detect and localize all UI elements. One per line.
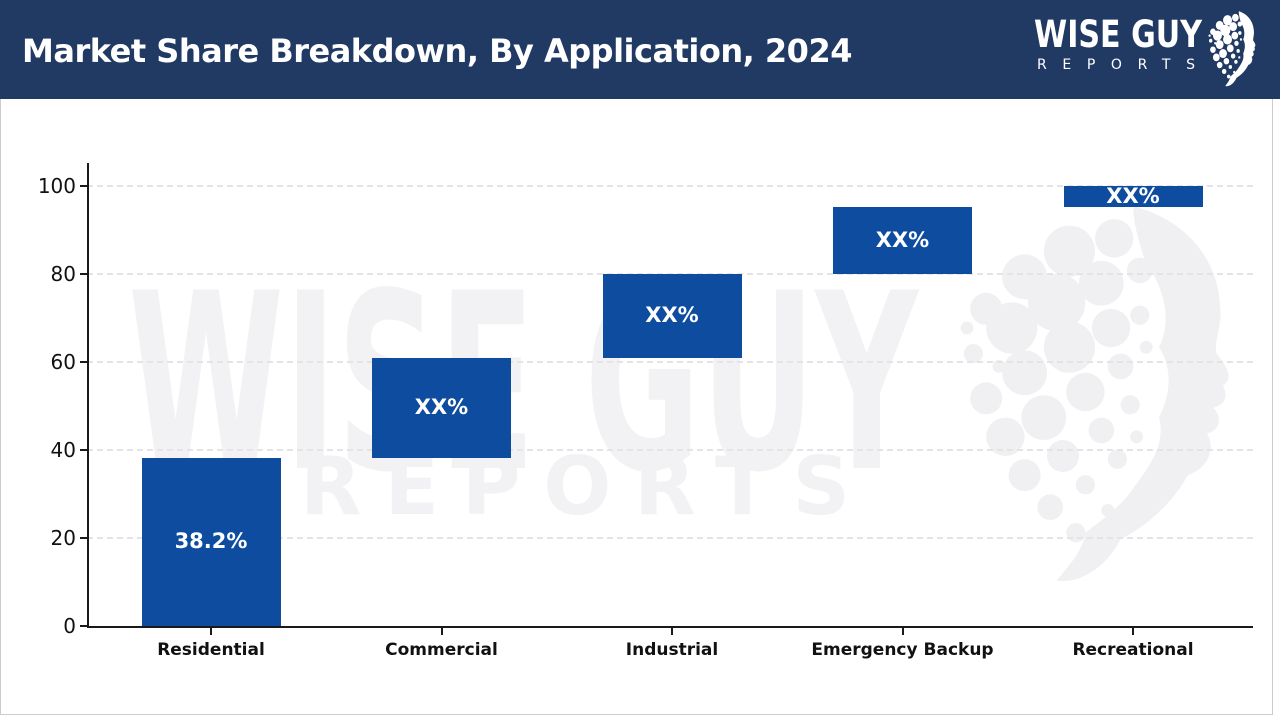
gridline-40 — [87, 449, 1253, 451]
x-tick-label-emergency-backup: Emergency Backup — [811, 640, 994, 660]
x-tick-label-residential: Residential — [157, 640, 265, 660]
gridline-60 — [87, 361, 1253, 363]
y-tick-40 — [80, 449, 87, 451]
x-tick-label-recreational: Recreational — [1072, 640, 1194, 660]
y-tick-20 — [80, 537, 87, 539]
y-tick-label-20: 20 — [50, 526, 76, 550]
chart-title: Market Share Breakdown, By Application, … — [22, 32, 852, 70]
gridline-100 — [87, 185, 1253, 187]
y-axis-line — [87, 163, 89, 628]
chart-card — [0, 99, 1273, 715]
bar-label-commercial: XX% — [414, 395, 469, 420]
x-tick-commercial — [440, 628, 443, 635]
y-tick-label-60: 60 — [50, 350, 76, 374]
logo-text-reports: REPORTS — [1037, 57, 1195, 73]
wise-guy-reports-logo: WISE GUY REPORTS — [1034, 11, 1256, 87]
logo-face-icon — [1208, 11, 1256, 87]
y-tick-label-40: 40 — [50, 438, 76, 462]
x-tick-residential — [210, 628, 212, 635]
x-tick-recreational — [1132, 628, 1134, 635]
x-tick-label-commercial: Commercial — [385, 640, 498, 660]
y-tick-80 — [80, 273, 87, 275]
bar-emergency-backup: XX% — [833, 206, 972, 274]
header-bar: Market Share Breakdown, By Application, … — [0, 0, 1280, 99]
y-tick-label-80: 80 — [50, 262, 76, 286]
gridline-20 — [87, 537, 1253, 539]
y-tick-label-0: 0 — [63, 614, 76, 638]
y-tick-60 — [80, 361, 87, 363]
bar-label-emergency-backup: XX% — [875, 227, 930, 252]
bar-commercial: XX% — [372, 357, 511, 458]
bar-recreational: XX% — [1063, 183, 1203, 208]
x-axis-line — [87, 626, 1253, 628]
y-tick-0 — [80, 625, 87, 627]
bar-label-residential: 38.2% — [174, 529, 248, 554]
bar-industrial: XX% — [602, 274, 742, 358]
bar-residential: 38.2% — [141, 457, 281, 626]
bar-label-industrial: XX% — [645, 303, 699, 328]
y-tick-label-100: 100 — [37, 174, 76, 198]
x-tick-label-industrial: Industrial — [625, 640, 719, 660]
bar-label-recreational: XX% — [1106, 183, 1160, 208]
y-tick-100 — [80, 185, 87, 187]
x-tick-emergency-backup — [901, 628, 904, 635]
x-tick-industrial — [671, 628, 673, 635]
logo-text-wiseguy: WISE GUY — [1034, 13, 1203, 56]
